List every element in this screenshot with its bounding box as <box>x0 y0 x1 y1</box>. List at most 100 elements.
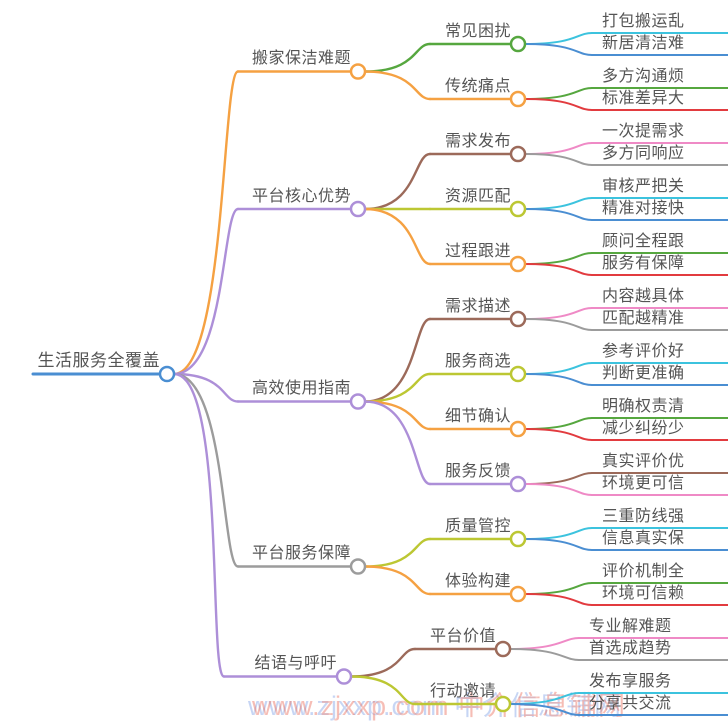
node-handle[interactable] <box>335 668 353 685</box>
connector-line <box>524 318 593 331</box>
leaf-node[interactable]: 减少纠纷少 <box>602 419 685 437</box>
subtopic-node[interactable]: 资源匹配 <box>444 187 511 205</box>
root-node[interactable]: 生活服务全覆盖 <box>37 351 160 371</box>
subtopic-node[interactable]: 需求发布 <box>444 132 511 150</box>
subtopic-node[interactable]: 服务商选 <box>444 352 511 370</box>
subtopic-node[interactable]: 服务反馈 <box>444 462 511 480</box>
subtopic-node[interactable]: 细节确认 <box>444 407 511 425</box>
connector-line <box>363 537 432 568</box>
subtopic-node[interactable]: 行动邀请 <box>429 682 496 700</box>
subtopic-node[interactable]: 传统痛点 <box>444 77 511 95</box>
connector-line <box>524 87 593 100</box>
connector-line <box>349 647 417 678</box>
subtopic-node[interactable]: 过程跟进 <box>444 242 511 260</box>
branch-node[interactable]: 高效使用指南 <box>251 380 351 398</box>
leaf-node[interactable]: 打包搬运乱 <box>602 12 685 30</box>
leaf-node[interactable]: 多方沟通烦 <box>602 67 685 85</box>
node-handle[interactable] <box>509 200 527 218</box>
leaf-node[interactable]: 一次提需求 <box>602 122 685 140</box>
subtopic-node[interactable]: 平台价值 <box>429 627 496 645</box>
connector-line <box>172 70 240 376</box>
connector-line <box>172 207 240 376</box>
leaf-node[interactable]: 匹配越精准 <box>602 309 685 327</box>
subtopic-node[interactable]: 体验构建 <box>444 572 511 590</box>
subtopic-node[interactable]: 需求描述 <box>444 297 511 315</box>
leaf-node[interactable]: 真实评价优 <box>602 452 685 470</box>
subtopic-node[interactable]: 常见困扰 <box>444 22 511 40</box>
node-handle[interactable] <box>509 35 527 53</box>
connector-line <box>363 400 432 486</box>
connector-line <box>524 417 593 430</box>
branch-node[interactable]: 平台服务保障 <box>251 545 351 563</box>
connector-line <box>363 42 432 73</box>
leaf-node[interactable]: 三重防线强 <box>602 507 685 525</box>
connector-line <box>524 32 593 45</box>
leaf-node[interactable]: 审核严把关 <box>602 177 685 195</box>
connector-line <box>509 648 580 661</box>
connector-line <box>524 527 593 540</box>
connector-line <box>524 43 593 56</box>
leaf-node[interactable]: 环境可信赖 <box>602 584 685 602</box>
connector-line <box>524 307 593 320</box>
connector-line <box>509 637 580 650</box>
node-handle[interactable] <box>509 310 527 328</box>
node-handle[interactable] <box>509 420 527 438</box>
node-handle[interactable] <box>158 365 176 383</box>
leaf-node[interactable]: 发布享服务 <box>589 672 672 690</box>
connector-line <box>363 317 432 403</box>
connector-line <box>363 372 432 403</box>
leaf-node[interactable]: 评价机制全 <box>602 562 685 580</box>
connector-line <box>363 152 432 211</box>
leaf-node[interactable]: 内容越具体 <box>602 287 685 305</box>
node-handle[interactable] <box>349 393 367 410</box>
connector-line <box>363 400 432 431</box>
connector-line <box>524 252 593 265</box>
connector-line <box>524 483 593 496</box>
node-handle[interactable] <box>349 63 367 80</box>
branch-node[interactable]: 搬家保洁难题 <box>251 50 351 68</box>
leaf-node[interactable]: 标准差异大 <box>602 89 685 107</box>
leaf-node[interactable]: 信息真实保 <box>602 529 685 547</box>
connector-line <box>524 142 593 155</box>
leaf-node[interactable]: 新居清洁难 <box>602 34 685 52</box>
node-handle[interactable] <box>509 475 527 493</box>
node-handle[interactable] <box>509 585 527 603</box>
connector-line <box>524 538 593 551</box>
node-handle[interactable] <box>509 365 527 383</box>
connector-line <box>524 582 593 595</box>
connector-line <box>524 472 593 485</box>
branch-node[interactable]: 平台核心优势 <box>251 187 351 205</box>
connector-line <box>172 372 226 678</box>
connector-line <box>363 207 432 266</box>
node-handle[interactable] <box>509 145 527 163</box>
branch-node[interactable]: 结语与呼吁 <box>254 655 337 673</box>
connector-line <box>524 153 593 166</box>
subtopic-node[interactable]: 质量管控 <box>444 517 511 535</box>
node-handle[interactable] <box>509 530 527 548</box>
leaf-node[interactable]: 专业解难题 <box>589 617 672 635</box>
connector-line <box>524 362 593 375</box>
node-handle[interactable] <box>509 255 527 273</box>
node-handle[interactable] <box>349 558 367 575</box>
leaf-node[interactable]: 精准对接快 <box>602 199 685 217</box>
leaf-node[interactable]: 明确权责清 <box>602 397 685 415</box>
connector-line <box>524 98 593 111</box>
node-handle[interactable] <box>349 200 367 218</box>
leaf-node[interactable]: 判断更准确 <box>602 364 685 382</box>
node-handle[interactable] <box>494 640 512 658</box>
connector-line <box>172 372 240 568</box>
leaf-node[interactable]: 顾问全程跟 <box>602 232 685 250</box>
connector-line <box>363 565 432 596</box>
node-handle[interactable] <box>509 90 527 108</box>
leaf-node[interactable]: 分享共交流 <box>589 694 672 712</box>
leaf-node[interactable]: 参考评价好 <box>602 342 685 360</box>
leaf-node[interactable]: 环境更可信 <box>602 474 685 492</box>
connector-line <box>524 208 593 221</box>
connector-line <box>172 372 240 403</box>
leaf-node[interactable]: 首选成趋势 <box>589 639 672 657</box>
connector-line <box>524 428 593 441</box>
connector-line <box>363 70 432 101</box>
leaf-node[interactable]: 服务有保障 <box>602 254 685 272</box>
leaf-node[interactable]: 多方同响应 <box>602 144 685 162</box>
